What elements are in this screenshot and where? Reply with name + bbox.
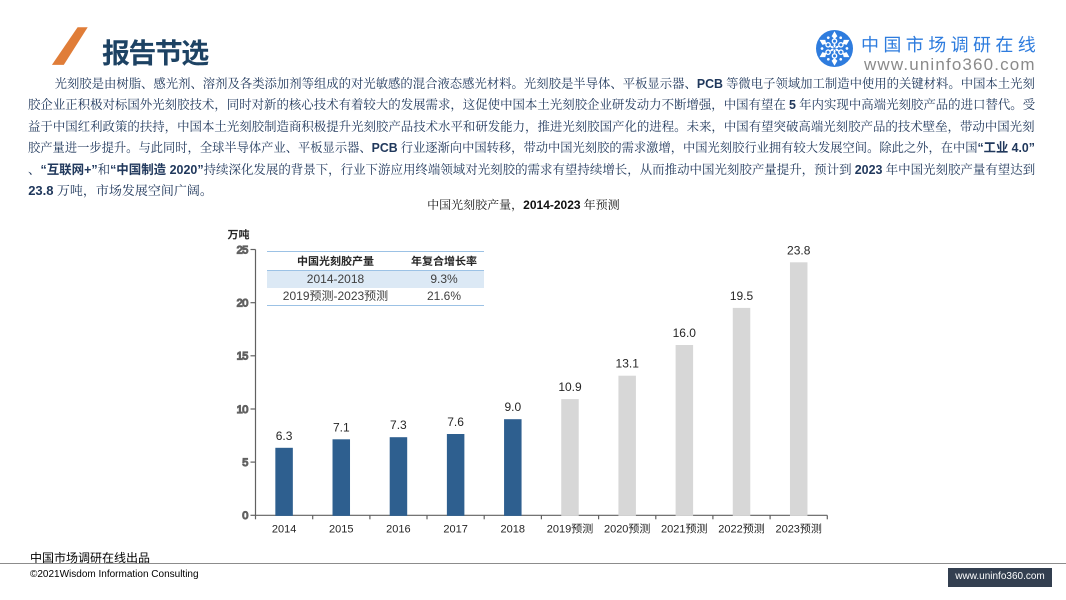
svg-text:2018: 2018 xyxy=(501,523,525,535)
svg-text:2014: 2014 xyxy=(272,523,296,535)
svg-text:10.9: 10.9 xyxy=(558,380,582,394)
svg-text:10: 10 xyxy=(237,404,249,416)
svg-text:6.3: 6.3 xyxy=(276,429,293,443)
svg-text:20: 20 xyxy=(237,298,249,310)
svg-text:万吨: 万吨 xyxy=(228,227,250,243)
svg-text:2016: 2016 xyxy=(386,523,410,535)
svg-text:16.0: 16.0 xyxy=(673,326,697,340)
svg-text:15: 15 xyxy=(237,351,249,363)
svg-text:7.6: 7.6 xyxy=(447,415,464,429)
svg-text:13.1: 13.1 xyxy=(616,357,640,371)
svg-text:25: 25 xyxy=(237,244,249,256)
svg-text:2021预测: 2021预测 xyxy=(661,522,707,535)
svg-text:2015: 2015 xyxy=(329,523,353,535)
svg-text:5: 5 xyxy=(242,457,248,469)
svg-text:2019预测: 2019预测 xyxy=(547,522,593,535)
svg-text:2017: 2017 xyxy=(443,523,467,535)
svg-text:2020预测: 2020预测 xyxy=(604,522,650,535)
svg-text:2022预测: 2022预测 xyxy=(718,522,764,535)
svg-text:23.8: 23.8 xyxy=(787,243,811,257)
svg-text:7.1: 7.1 xyxy=(333,420,350,434)
svg-text:0: 0 xyxy=(242,510,248,522)
svg-text:9.0: 9.0 xyxy=(504,400,521,414)
svg-text:2023预测: 2023预测 xyxy=(775,522,821,535)
svg-text:7.3: 7.3 xyxy=(390,418,407,432)
svg-text:19.5: 19.5 xyxy=(730,289,754,303)
